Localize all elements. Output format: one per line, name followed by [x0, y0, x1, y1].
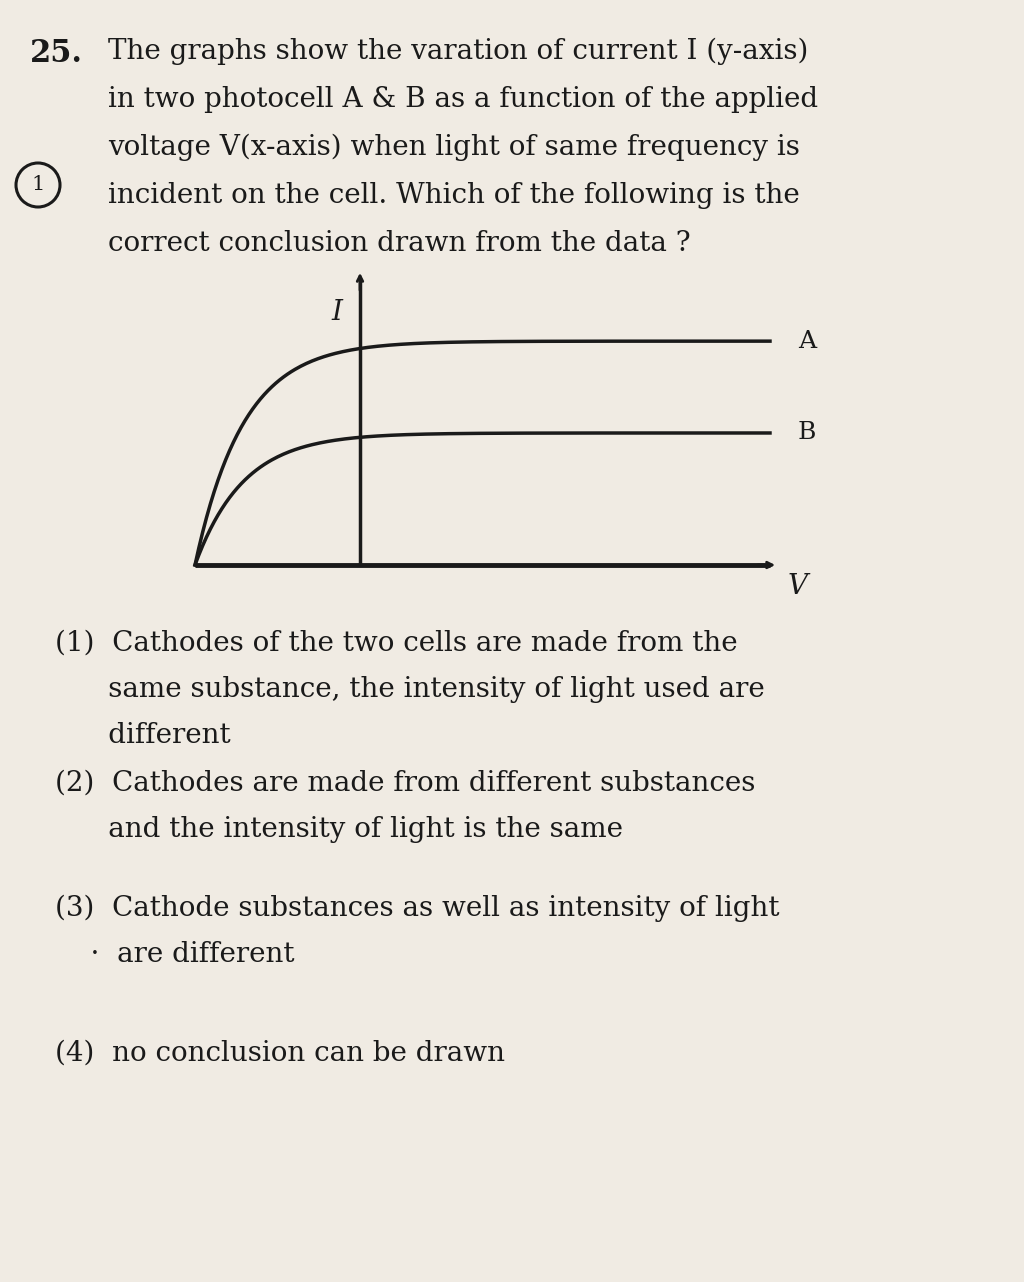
Text: voltage V(x-axis) when light of same frequency is: voltage V(x-axis) when light of same fre…	[108, 135, 800, 162]
Text: and the intensity of light is the same: and the intensity of light is the same	[55, 817, 623, 844]
Text: same substance, the intensity of light used are: same substance, the intensity of light u…	[55, 676, 765, 703]
Text: (3)  Cathode substances as well as intensity of light: (3) Cathode substances as well as intens…	[55, 895, 779, 922]
Text: (4)  no conclusion can be drawn: (4) no conclusion can be drawn	[55, 1040, 505, 1067]
Text: The graphs show the varation of current I (y-axis): The graphs show the varation of current …	[108, 38, 808, 65]
Text: 1: 1	[32, 176, 45, 195]
Text: (1)  Cathodes of the two cells are made from the: (1) Cathodes of the two cells are made f…	[55, 629, 737, 656]
Text: different: different	[55, 722, 230, 749]
Text: in two photocell A & B as a function of the applied: in two photocell A & B as a function of …	[108, 86, 818, 113]
Text: (2)  Cathodes are made from different substances: (2) Cathodes are made from different sub…	[55, 770, 756, 797]
Text: B: B	[798, 422, 816, 445]
Text: A: A	[798, 329, 816, 353]
Text: I: I	[331, 300, 342, 327]
Text: correct conclusion drawn from the data ?: correct conclusion drawn from the data ?	[108, 229, 690, 256]
Text: 25.: 25.	[30, 38, 83, 69]
Text: V: V	[788, 573, 808, 600]
Text: ·  are different: · are different	[55, 941, 295, 968]
Text: incident on the cell. Which of the following is the: incident on the cell. Which of the follo…	[108, 182, 800, 209]
